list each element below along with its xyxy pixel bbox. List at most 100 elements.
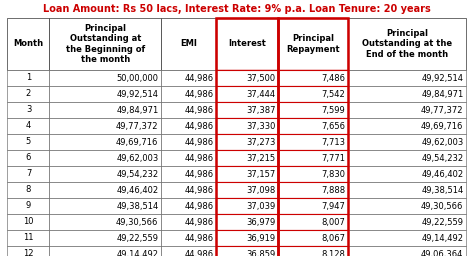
- Text: Month: Month: [13, 39, 44, 48]
- Text: 7,713: 7,713: [321, 137, 346, 146]
- Text: 44,986: 44,986: [184, 90, 213, 99]
- Bar: [49, 102, 162, 118]
- Text: 49,62,003: 49,62,003: [421, 137, 464, 146]
- Bar: [49, 230, 162, 246]
- Bar: [8, 134, 49, 150]
- Text: 49,38,514: 49,38,514: [116, 201, 158, 210]
- Text: 7,656: 7,656: [321, 122, 346, 131]
- Text: 49,06,364: 49,06,364: [421, 250, 464, 256]
- Text: 44,986: 44,986: [184, 250, 213, 256]
- Text: 36,859: 36,859: [246, 250, 275, 256]
- Text: 7,486: 7,486: [321, 73, 346, 82]
- Bar: [279, 118, 348, 134]
- Bar: [162, 86, 217, 102]
- Text: 7,542: 7,542: [322, 90, 346, 99]
- Bar: [348, 182, 466, 198]
- Text: 37,500: 37,500: [246, 73, 275, 82]
- Text: 44,986: 44,986: [184, 73, 213, 82]
- Bar: [217, 166, 279, 182]
- Bar: [279, 86, 348, 102]
- Text: 37,444: 37,444: [246, 90, 275, 99]
- Bar: [8, 70, 49, 86]
- Bar: [162, 166, 217, 182]
- Bar: [162, 150, 217, 166]
- Bar: [8, 246, 49, 256]
- Text: 4: 4: [26, 122, 31, 131]
- Bar: [162, 102, 217, 118]
- Text: EMI: EMI: [181, 39, 198, 48]
- Bar: [162, 230, 217, 246]
- Text: 37,330: 37,330: [246, 122, 275, 131]
- Bar: [8, 214, 49, 230]
- Bar: [217, 198, 279, 214]
- Text: 10: 10: [23, 218, 34, 227]
- Text: 37,157: 37,157: [246, 169, 275, 178]
- Text: 1: 1: [26, 73, 31, 82]
- Text: 44,986: 44,986: [184, 218, 213, 227]
- Bar: [217, 134, 279, 150]
- Text: 8,128: 8,128: [322, 250, 346, 256]
- Bar: [217, 18, 279, 256]
- Bar: [49, 214, 162, 230]
- Bar: [279, 230, 348, 246]
- Text: 3: 3: [26, 105, 31, 114]
- Text: 44,986: 44,986: [184, 154, 213, 163]
- Bar: [279, 214, 348, 230]
- Text: 49,84,971: 49,84,971: [421, 90, 464, 99]
- Bar: [162, 198, 217, 214]
- Text: 49,30,566: 49,30,566: [421, 201, 464, 210]
- Bar: [348, 214, 466, 230]
- Text: 49,92,514: 49,92,514: [117, 90, 158, 99]
- Bar: [279, 18, 348, 70]
- Text: 11: 11: [23, 233, 34, 242]
- Text: Principal
Outstanding at
the Beginning of
the month: Principal Outstanding at the Beginning o…: [66, 24, 145, 64]
- Text: 50,00,000: 50,00,000: [117, 73, 158, 82]
- Text: 44,986: 44,986: [184, 233, 213, 242]
- Bar: [49, 18, 162, 70]
- Text: 49,54,232: 49,54,232: [421, 154, 464, 163]
- Bar: [348, 150, 466, 166]
- Text: 7,888: 7,888: [321, 186, 346, 195]
- Bar: [348, 118, 466, 134]
- Bar: [49, 246, 162, 256]
- Text: 8,007: 8,007: [322, 218, 346, 227]
- Text: 7,599: 7,599: [322, 105, 346, 114]
- Bar: [217, 18, 279, 70]
- Text: 49,84,971: 49,84,971: [116, 105, 158, 114]
- Text: Loan Amount: Rs 50 lacs, Interest Rate: 9% p.a. Loan Tenure: 20 years: Loan Amount: Rs 50 lacs, Interest Rate: …: [43, 4, 431, 14]
- Bar: [49, 150, 162, 166]
- Text: 9: 9: [26, 201, 31, 210]
- Text: 37,215: 37,215: [246, 154, 275, 163]
- Text: 7,947: 7,947: [322, 201, 346, 210]
- Bar: [217, 182, 279, 198]
- Bar: [348, 134, 466, 150]
- Bar: [8, 102, 49, 118]
- Text: 49,69,716: 49,69,716: [116, 137, 158, 146]
- Text: Principal
Repayment: Principal Repayment: [287, 34, 340, 54]
- Text: 37,387: 37,387: [246, 105, 275, 114]
- Bar: [8, 18, 49, 70]
- Text: 44,986: 44,986: [184, 186, 213, 195]
- Bar: [162, 246, 217, 256]
- Bar: [162, 18, 217, 70]
- Bar: [49, 118, 162, 134]
- Text: 49,62,003: 49,62,003: [116, 154, 158, 163]
- Bar: [162, 118, 217, 134]
- Text: 49,46,402: 49,46,402: [421, 169, 464, 178]
- Text: Interest: Interest: [228, 39, 266, 48]
- Text: 12: 12: [23, 250, 34, 256]
- Bar: [8, 118, 49, 134]
- Bar: [217, 246, 279, 256]
- Text: 7: 7: [26, 169, 31, 178]
- Bar: [348, 230, 466, 246]
- Text: 49,14,492: 49,14,492: [117, 250, 158, 256]
- Bar: [217, 150, 279, 166]
- Bar: [279, 198, 348, 214]
- Bar: [348, 86, 466, 102]
- Bar: [279, 166, 348, 182]
- Text: 49,69,716: 49,69,716: [421, 122, 464, 131]
- Bar: [348, 102, 466, 118]
- Text: 7,830: 7,830: [321, 169, 346, 178]
- Text: 49,46,402: 49,46,402: [117, 186, 158, 195]
- Bar: [49, 70, 162, 86]
